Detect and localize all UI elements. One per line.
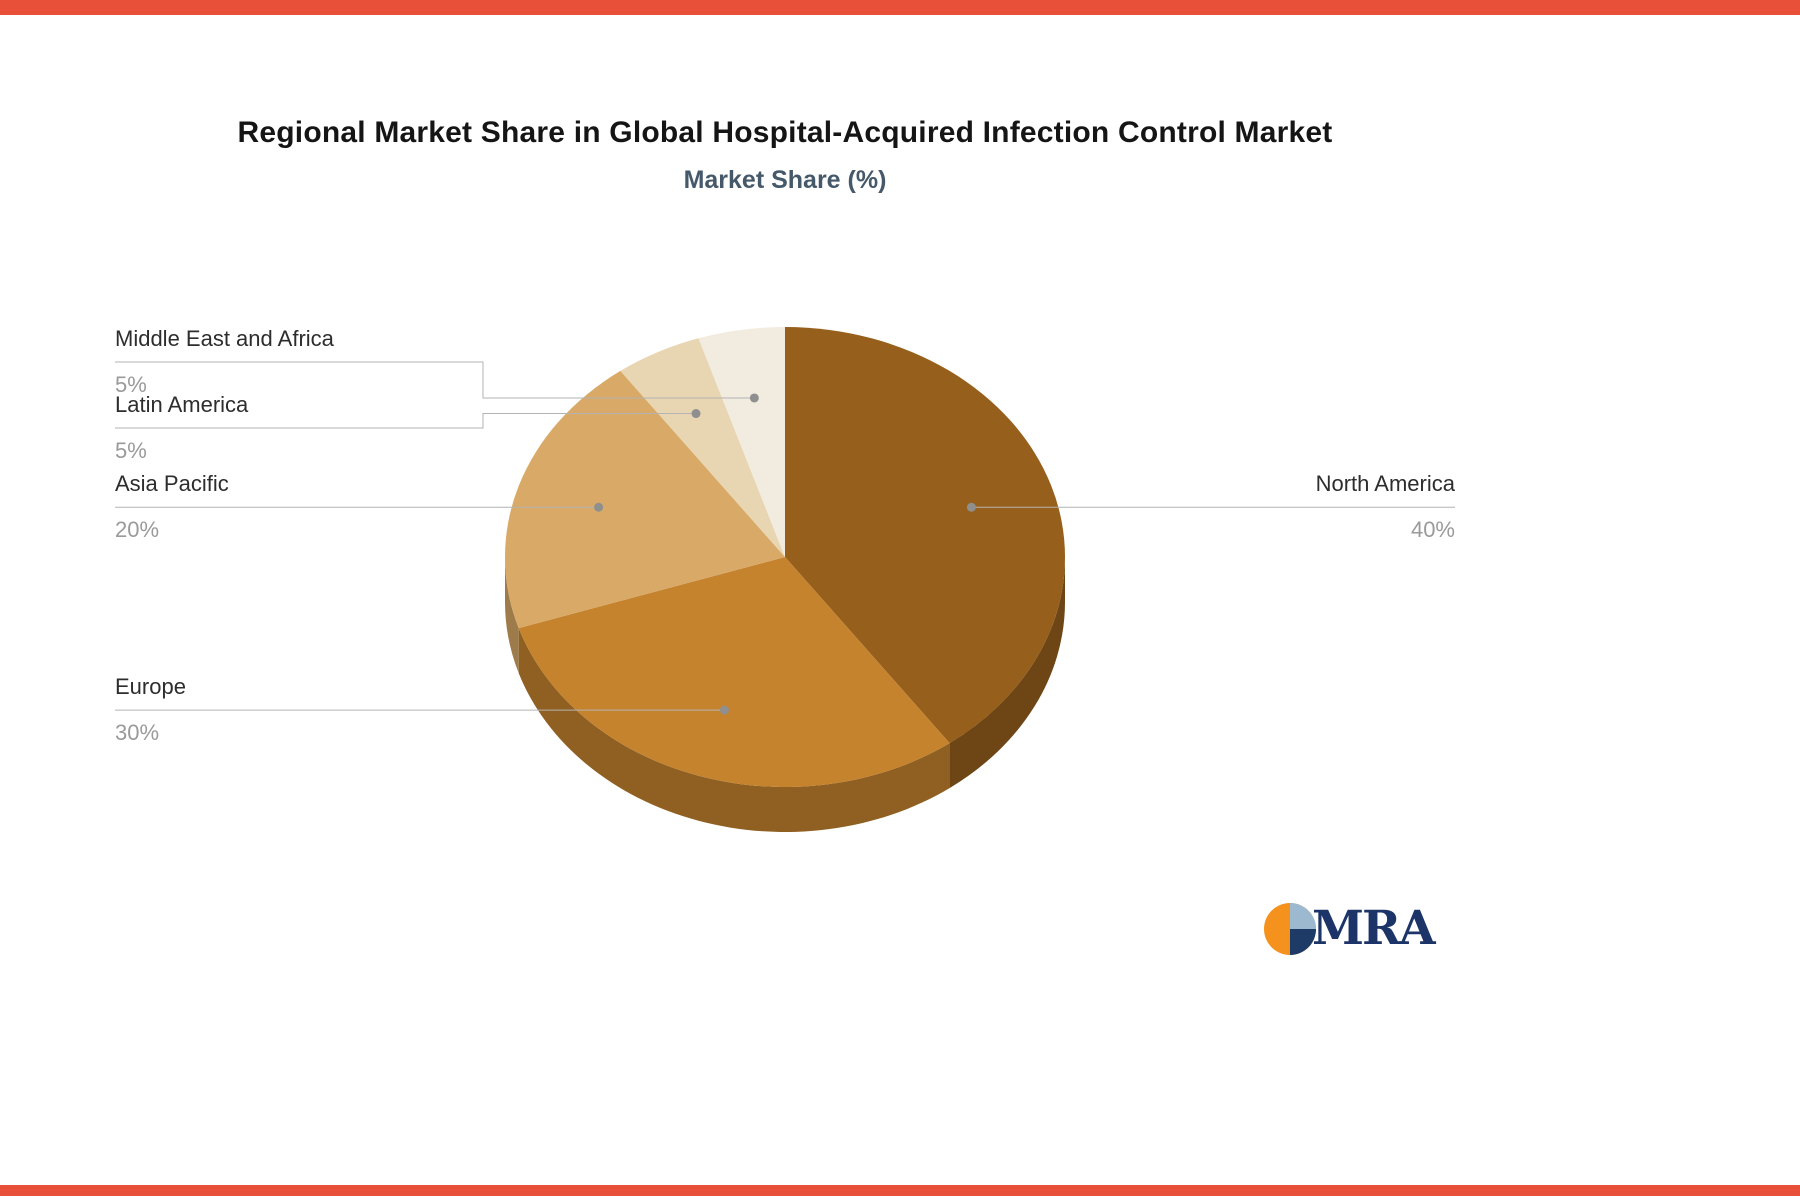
slice-label-name: Latin America [115, 392, 249, 417]
connector-dot [594, 502, 604, 512]
slice-label-middle-east-and-africa: Middle East and Africa 5% [115, 324, 334, 400]
chart-title: Regional Market Share in Global Hospital… [237, 116, 1333, 149]
connector-line [115, 361, 755, 399]
slice-label-north-america: North America 40% [1316, 469, 1455, 545]
top-accent-bar [0, 0, 1800, 15]
slice-label-asia-pacific: Asia Pacific 20% [115, 469, 229, 545]
pie-slice-asia-pacific[interactable] [505, 370, 785, 629]
chart-header: Regional Market Share in Global Hospital… [0, 0, 1570, 195]
slice-label-europe: Europe 30% [115, 672, 186, 748]
pie-slice-europe[interactable] [518, 557, 950, 787]
slice-label-name: North America [1315, 471, 1455, 497]
pie-slice-latin-america[interactable] [620, 338, 785, 557]
pie-slice-side-europe [518, 628, 950, 832]
connector-dot [749, 393, 759, 403]
connector-dot [719, 705, 729, 715]
logo-text: MRA [1312, 901, 1436, 956]
slice-label-value: 40% [1410, 517, 1455, 543]
slice-label-latin-america: Latin America 5% [115, 390, 248, 466]
connector-dot [691, 409, 701, 419]
pie-slice-north-america[interactable] [785, 327, 1065, 744]
slice-label-name: Asia Pacific [115, 471, 229, 497]
logo-icon [1264, 903, 1316, 955]
slice-label-name: Middle East and Africa [115, 326, 334, 351]
pie-slice-side-asia-pacific [505, 557, 519, 674]
pie-slice-side-north-america [949, 557, 1065, 789]
slice-label-value: 5% [115, 372, 147, 397]
logo: MRA [1262, 901, 1436, 957]
pie-slice-middle-east-and-africa[interactable] [698, 327, 785, 557]
slice-label-value: 30% [115, 720, 160, 746]
connector-line [115, 413, 697, 429]
connector-dot [966, 502, 976, 512]
chart-subtitle: Market Share (%) [683, 166, 887, 194]
slice-label-value: 20% [115, 517, 160, 543]
slice-label-name: Europe [115, 674, 186, 700]
slice-label-value: 5% [115, 438, 147, 463]
bottom-accent-bar [0, 1185, 1800, 1196]
